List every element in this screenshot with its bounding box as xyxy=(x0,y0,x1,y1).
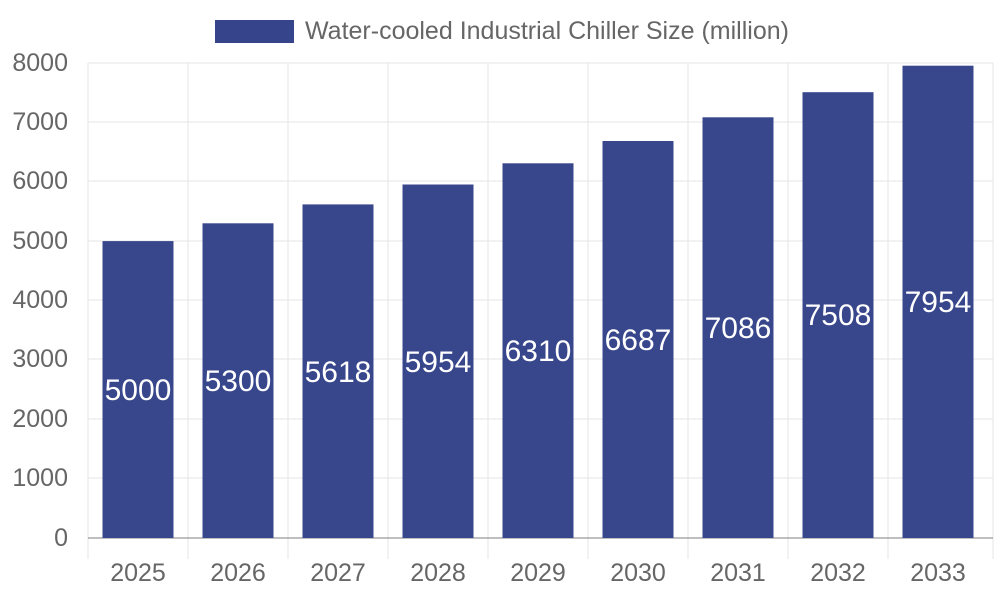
svg-text:6687: 6687 xyxy=(605,324,672,357)
svg-text:2031: 2031 xyxy=(710,559,766,587)
svg-text:2026: 2026 xyxy=(210,559,266,587)
svg-text:6000: 6000 xyxy=(12,167,68,195)
svg-text:2029: 2029 xyxy=(510,559,566,587)
svg-text:4000: 4000 xyxy=(12,286,68,314)
svg-text:2032: 2032 xyxy=(810,559,866,587)
svg-text:5000: 5000 xyxy=(105,374,172,407)
svg-text:3000: 3000 xyxy=(12,345,68,373)
svg-text:8000: 8000 xyxy=(12,49,68,77)
svg-text:1000: 1000 xyxy=(12,464,68,492)
svg-text:0: 0 xyxy=(54,524,68,552)
svg-text:Water-cooled Industrial Chille: Water-cooled Industrial Chiller Size (mi… xyxy=(305,17,789,45)
svg-text:7954: 7954 xyxy=(905,286,972,319)
svg-text:5618: 5618 xyxy=(305,356,372,389)
svg-text:5000: 5000 xyxy=(12,227,68,255)
svg-text:7508: 7508 xyxy=(805,299,872,332)
svg-text:2033: 2033 xyxy=(910,559,966,587)
svg-text:2025: 2025 xyxy=(110,559,166,587)
svg-text:2027: 2027 xyxy=(310,559,366,587)
svg-text:5300: 5300 xyxy=(205,365,272,398)
svg-text:2028: 2028 xyxy=(410,559,466,587)
svg-text:5954: 5954 xyxy=(405,346,472,379)
svg-text:7000: 7000 xyxy=(12,108,68,136)
svg-text:2030: 2030 xyxy=(610,559,666,587)
svg-text:6310: 6310 xyxy=(505,335,572,368)
svg-text:2000: 2000 xyxy=(12,405,68,433)
svg-text:7086: 7086 xyxy=(705,312,772,345)
